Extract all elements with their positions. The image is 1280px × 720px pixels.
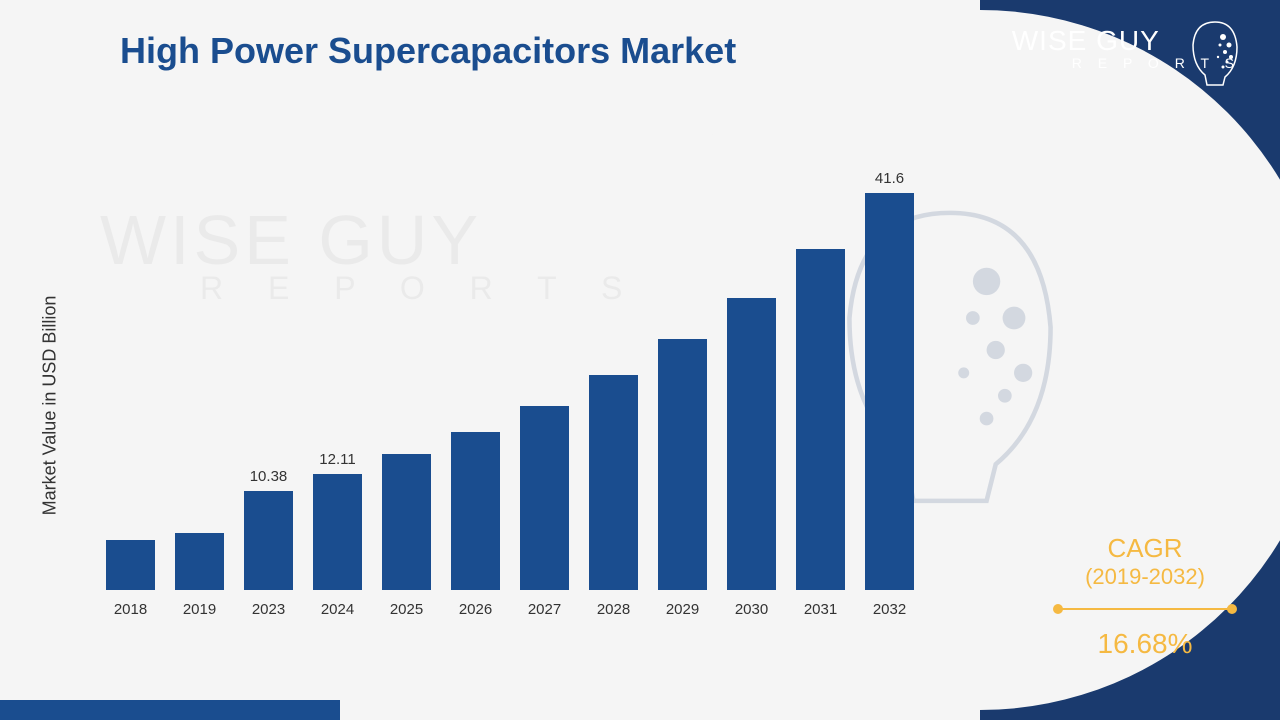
cagr-range: (2019-2032) — [1055, 564, 1235, 590]
bar-group: 2026 — [445, 160, 506, 590]
cagr-value: 16.68% — [1055, 628, 1235, 660]
bar-group: 2030 — [721, 160, 782, 590]
bar-group: 12.112024 — [307, 160, 368, 590]
cagr-divider — [1055, 608, 1235, 610]
x-axis-tick-label: 2024 — [321, 601, 354, 618]
x-axis-tick-label: 2019 — [183, 601, 216, 618]
chart-container: Market Value in USD Billion 2018201910.3… — [70, 160, 920, 630]
x-axis-tick-label: 2032 — [873, 601, 906, 618]
bar-group: 2028 — [583, 160, 644, 590]
bar-group: 2027 — [514, 160, 575, 590]
bar-group: 10.382023 — [238, 160, 299, 590]
x-axis-tick-label: 2030 — [735, 601, 768, 618]
bar-group: 2029 — [652, 160, 713, 590]
bottom-accent-bar — [0, 700, 340, 720]
bar-value-label: 10.38 — [250, 468, 288, 485]
y-axis-label: Market Value in USD Billion — [40, 296, 61, 516]
bar-group: 2025 — [376, 160, 437, 590]
x-axis-tick-label: 2025 — [390, 601, 423, 618]
brand-logo: WISE GUY R E P O R T S — [1012, 25, 1240, 71]
bar — [796, 249, 845, 590]
bar — [727, 298, 776, 590]
bar — [520, 406, 569, 590]
bar-value-label: 12.11 — [319, 451, 355, 468]
x-axis-tick-label: 2023 — [252, 601, 285, 618]
bar — [451, 432, 500, 590]
bar-group: 2019 — [169, 160, 230, 590]
bar-group: 41.62032 — [859, 160, 920, 590]
bar — [589, 375, 638, 590]
bar — [865, 193, 914, 591]
x-axis-tick-label: 2027 — [528, 601, 561, 618]
x-axis-tick-label: 2029 — [666, 601, 699, 618]
chart-title: High Power Supercapacitors Market — [120, 30, 736, 72]
x-axis-tick-label: 2031 — [804, 601, 837, 618]
bar — [658, 339, 707, 590]
plot-area: 2018201910.38202312.11202420252026202720… — [100, 160, 920, 590]
x-axis-tick-label: 2028 — [597, 601, 630, 618]
bar — [106, 540, 155, 590]
x-axis-tick-label: 2026 — [459, 601, 492, 618]
x-axis-tick-label: 2018 — [114, 601, 147, 618]
head-icon — [1185, 17, 1245, 87]
bar — [175, 533, 224, 590]
bar-value-label: 41.6 — [875, 170, 904, 187]
bar-group: 2031 — [790, 160, 851, 590]
cagr-title: CAGR — [1055, 533, 1235, 564]
cagr-block: CAGR (2019-2032) 16.68% — [1055, 533, 1235, 660]
bar — [244, 491, 293, 590]
bar — [382, 454, 431, 590]
bar — [313, 474, 362, 590]
bar-group: 2018 — [100, 160, 161, 590]
